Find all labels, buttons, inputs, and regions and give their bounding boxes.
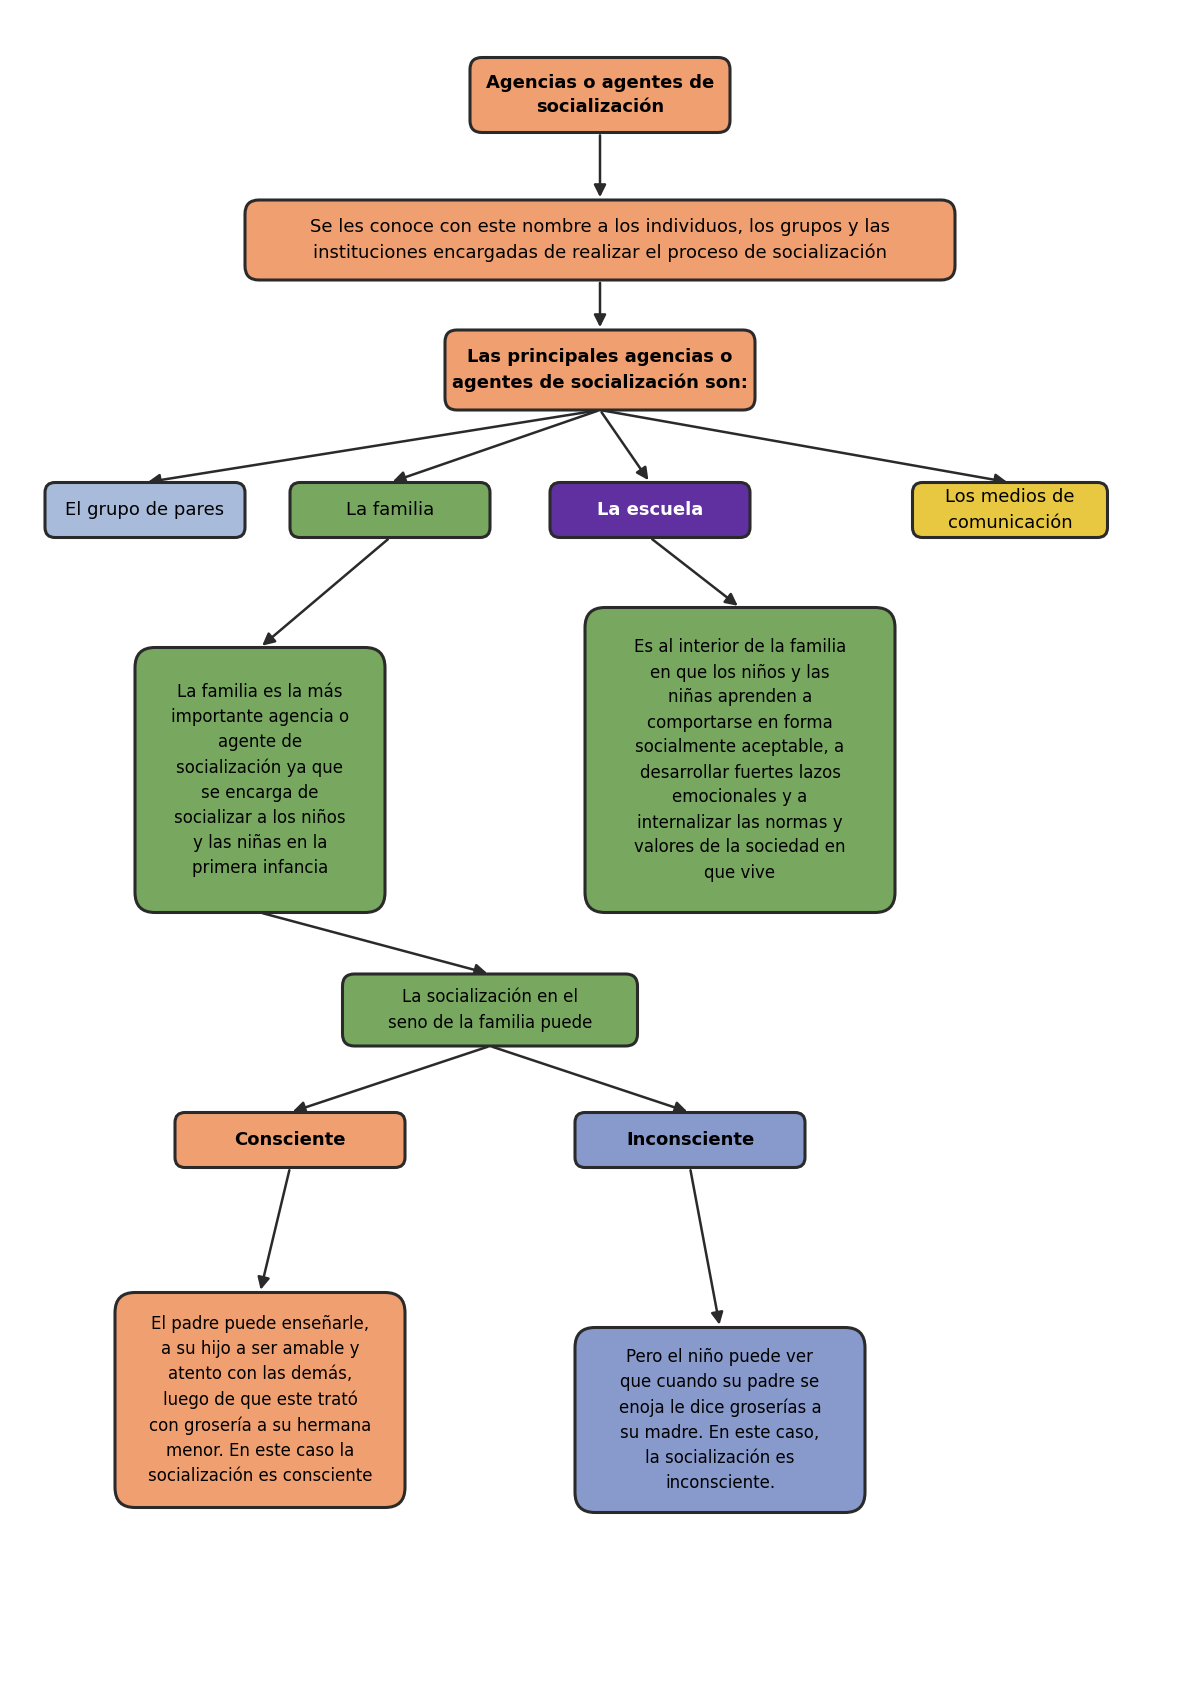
FancyBboxPatch shape: [586, 608, 895, 913]
FancyBboxPatch shape: [575, 1327, 865, 1512]
FancyBboxPatch shape: [445, 329, 755, 411]
Text: La familia es la más
importante agencia o
agente de
socialización ya que
se enca: La familia es la más importante agencia …: [170, 684, 349, 877]
Text: Inconsciente: Inconsciente: [626, 1130, 754, 1149]
Text: La familia: La familia: [346, 501, 434, 519]
FancyBboxPatch shape: [912, 482, 1108, 538]
FancyBboxPatch shape: [175, 1113, 406, 1168]
Text: Agencias o agentes de
socialización: Agencias o agentes de socialización: [486, 73, 714, 117]
FancyBboxPatch shape: [550, 482, 750, 538]
Text: La socialización en el
seno de la familia puede: La socialización en el seno de la famili…: [388, 988, 592, 1032]
Text: El grupo de pares: El grupo de pares: [66, 501, 224, 519]
FancyBboxPatch shape: [115, 1293, 406, 1507]
FancyBboxPatch shape: [134, 648, 385, 913]
Text: Se les conoce con este nombre a los individuos, los grupos y las
instituciones e: Se les conoce con este nombre a los indi…: [310, 219, 890, 261]
Text: El padre puede enseñarle,
a su hijo a ser amable y
atento con las demás,
luego d: El padre puede enseñarle, a su hijo a se…: [148, 1315, 372, 1485]
FancyBboxPatch shape: [342, 974, 637, 1045]
FancyBboxPatch shape: [245, 200, 955, 280]
FancyBboxPatch shape: [46, 482, 245, 538]
Text: Las principales agencias o
agentes de socialización son:: Las principales agencias o agentes de so…: [452, 348, 748, 392]
Text: Pero el niño puede ver
que cuando su padre se
enoja le dice groserías a
su madre: Pero el niño puede ver que cuando su pad…: [619, 1347, 821, 1492]
FancyBboxPatch shape: [290, 482, 490, 538]
FancyBboxPatch shape: [575, 1113, 805, 1168]
Text: La escuela: La escuela: [596, 501, 703, 519]
Text: Consciente: Consciente: [234, 1130, 346, 1149]
Text: Los medios de
comunicación: Los medios de comunicación: [946, 489, 1075, 531]
FancyBboxPatch shape: [470, 58, 730, 132]
Text: Es al interior de la familia
en que los niños y las
niñas aprenden a
comportarse: Es al interior de la familia en que los …: [634, 638, 846, 881]
